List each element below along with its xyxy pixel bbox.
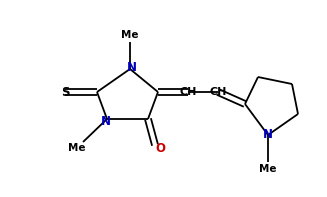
Text: N: N xyxy=(101,114,111,127)
Text: S: S xyxy=(61,85,69,98)
Text: Me: Me xyxy=(121,30,139,40)
Text: N: N xyxy=(263,127,273,140)
Text: CH: CH xyxy=(209,87,227,97)
Text: N: N xyxy=(127,60,137,73)
Text: Me: Me xyxy=(68,143,86,153)
Text: O: O xyxy=(155,141,165,154)
Text: CH: CH xyxy=(179,87,197,97)
Text: Me: Me xyxy=(259,164,277,174)
